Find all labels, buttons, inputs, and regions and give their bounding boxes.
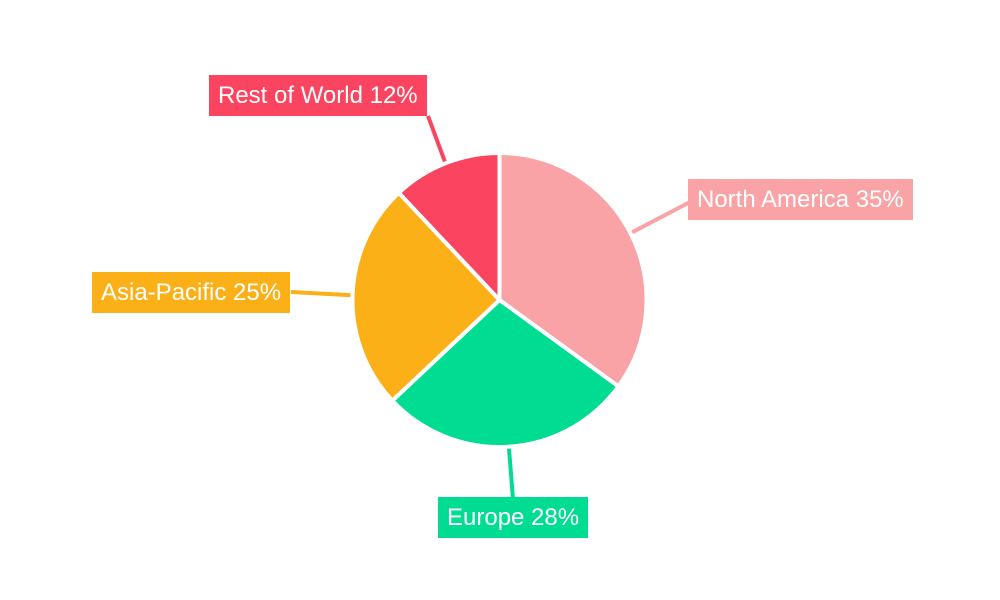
pie-label-europe: Europe 28% bbox=[438, 497, 589, 538]
pie-label-rest-of-world: Rest of World 12% bbox=[209, 75, 427, 116]
pie-slice-europe bbox=[390, 298, 621, 450]
leader-line-north-america bbox=[624, 200, 691, 238]
pie-slice-north-america bbox=[497, 151, 649, 389]
leader-line-asia-pacific bbox=[290, 290, 359, 298]
leader-line-rest-of-world bbox=[426, 115, 450, 170]
pie-label-north-america: North America 35% bbox=[688, 179, 913, 220]
leader-line-europe bbox=[506, 440, 515, 500]
pie-label-asia-pacific: Asia-Pacific 25% bbox=[92, 272, 291, 313]
pie-slice-asia-pacific bbox=[350, 190, 502, 403]
pie-slice-rest-of-world bbox=[396, 151, 502, 302]
